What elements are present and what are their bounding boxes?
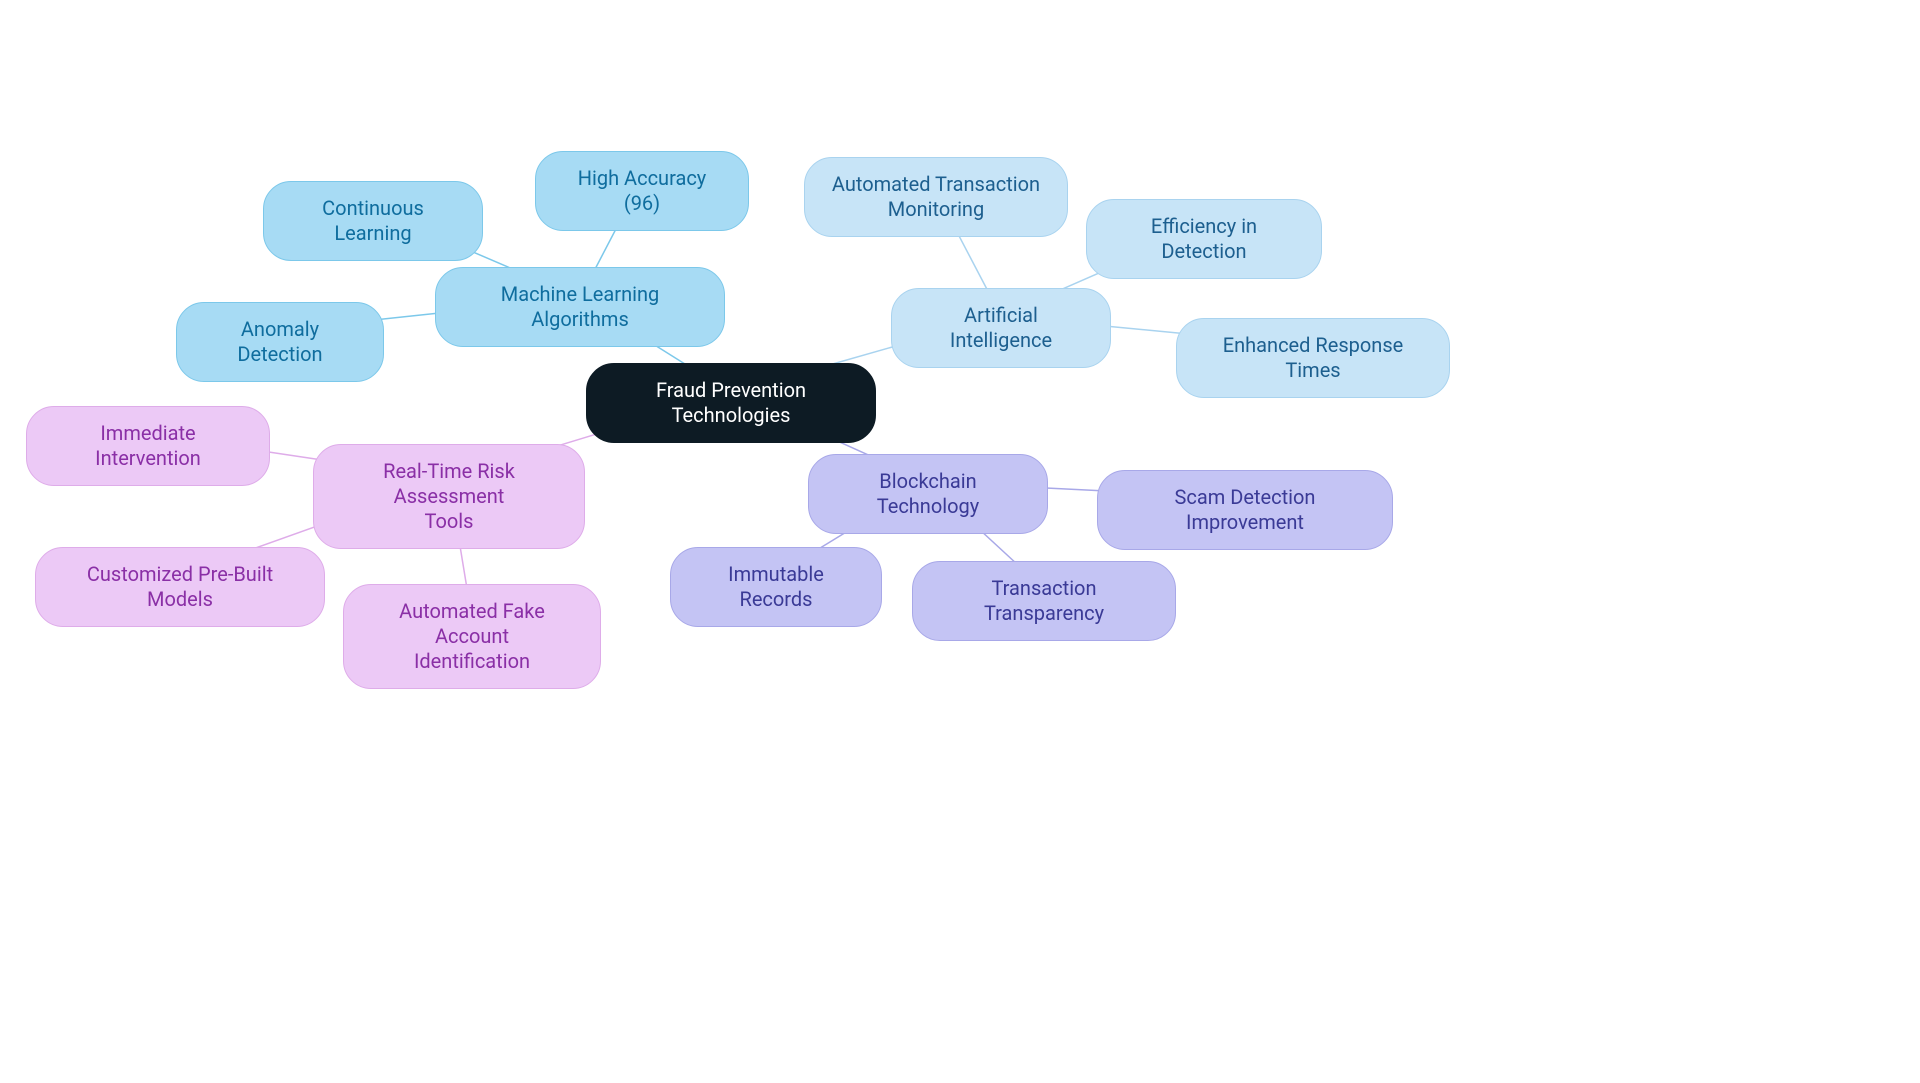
node-bc-imm: Immutable Records xyxy=(670,547,882,627)
mindmap-diagram: Fraud Prevention Technologies Machine Lea… xyxy=(0,0,1920,1083)
node-rt: Real-Time Risk Assessment Tools xyxy=(313,444,585,549)
edge-ai-ai-resp xyxy=(1102,326,1187,334)
node-rt-fake: Automated Fake Account Identification xyxy=(343,584,601,689)
node-bc-scam: Scam Detection Improvement xyxy=(1097,470,1393,550)
node-rt-int: Immediate Intervention xyxy=(26,406,270,486)
node-ml: Machine Learning Algorithms xyxy=(435,267,725,347)
node-ai-resp: Enhanced Response Times xyxy=(1176,318,1450,398)
node-ml-anom: Anomaly Detection xyxy=(176,302,384,382)
node-ai-eff: Efficiency in Detection xyxy=(1086,199,1322,279)
node-root: Fraud Prevention Technologies xyxy=(586,363,876,443)
node-rt-models: Customized Pre-Built Models xyxy=(35,547,325,627)
node-ml-acc: High Accuracy (96) xyxy=(535,151,749,231)
node-ai-mon: Automated Transaction Monitoring xyxy=(804,157,1068,237)
node-ml-cont: Continuous Learning xyxy=(263,181,483,261)
node-bc-trans: Transaction Transparency xyxy=(912,561,1176,641)
node-ai: Artificial Intelligence xyxy=(891,288,1111,368)
node-bc: Blockchain Technology xyxy=(808,454,1048,534)
